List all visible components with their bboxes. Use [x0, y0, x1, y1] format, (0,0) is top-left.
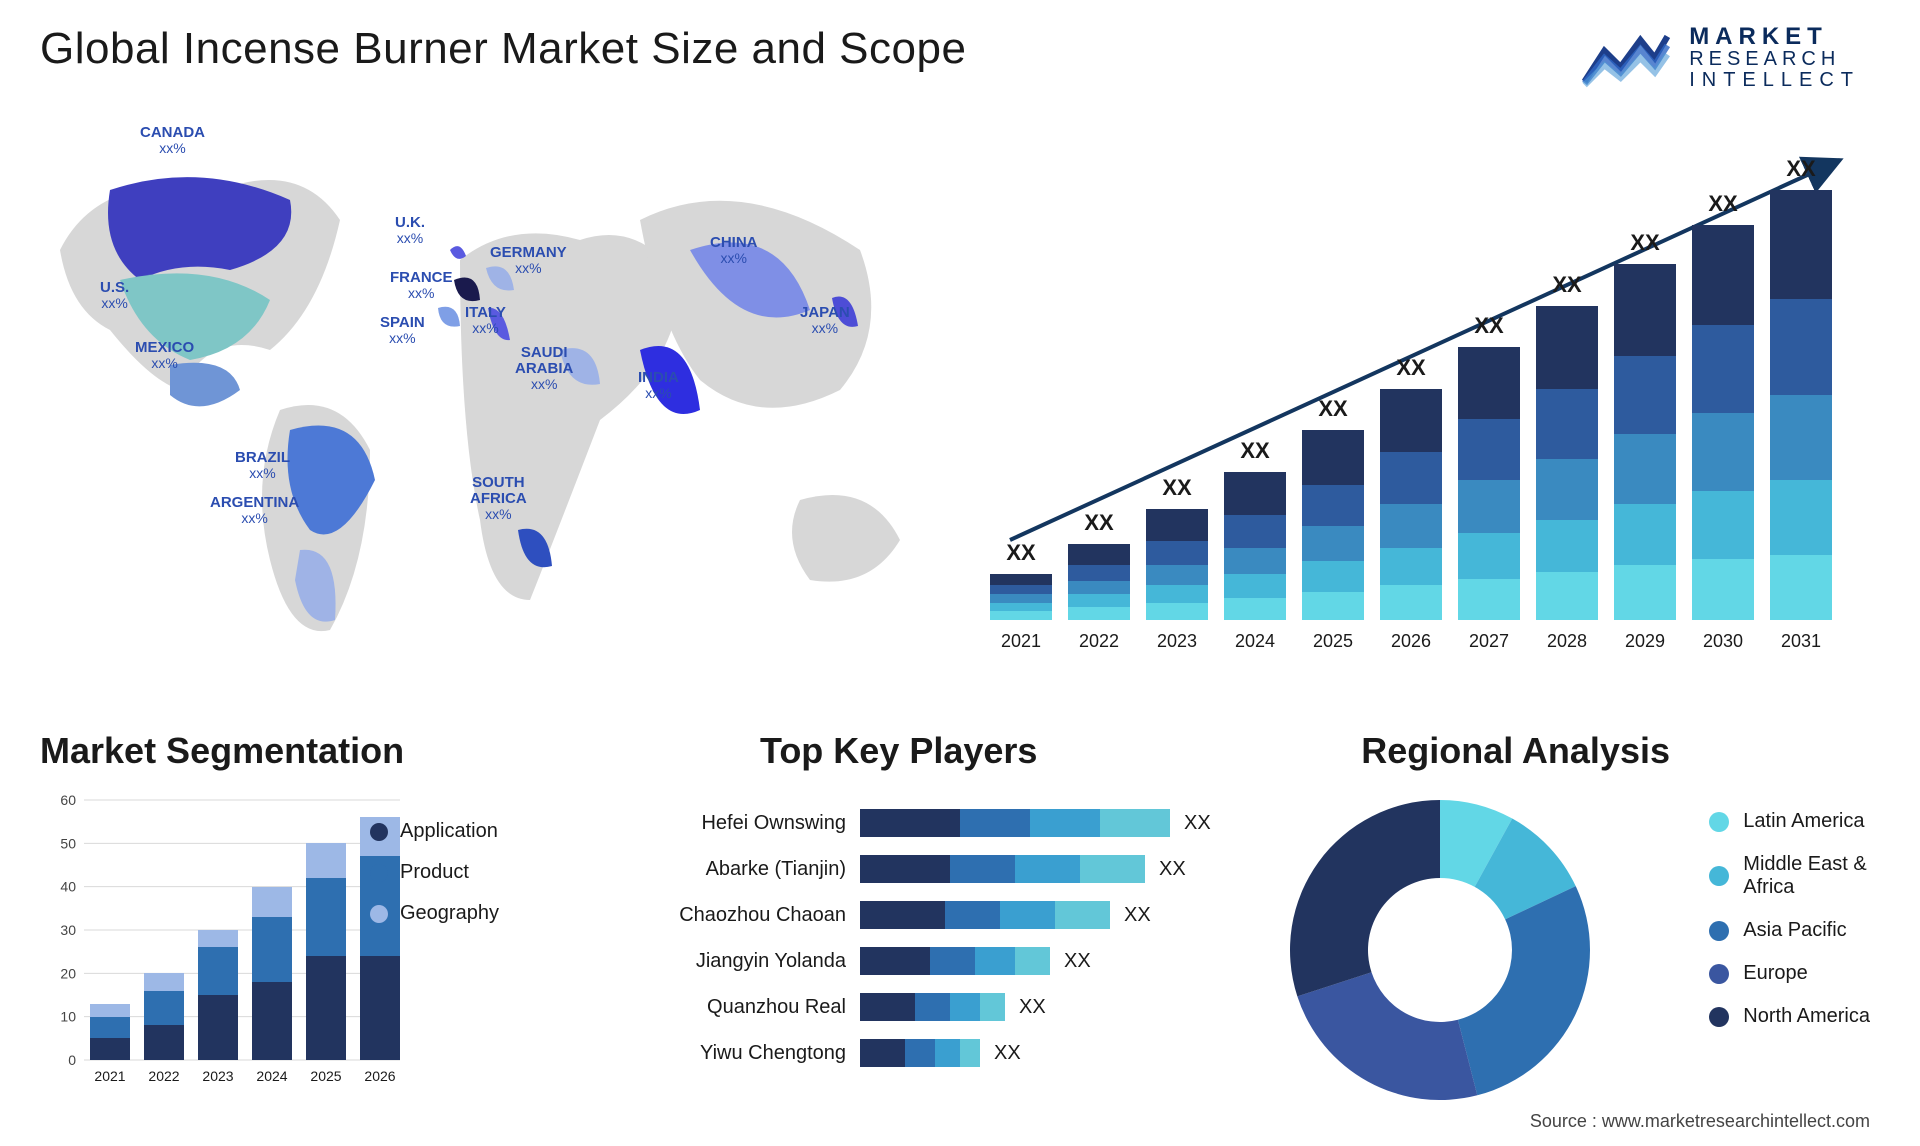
map-label: U.K.xx%: [395, 215, 425, 245]
logo-text: MARKET RESEARCH INTELLECT: [1689, 24, 1860, 91]
svg-text:30: 30: [60, 922, 76, 938]
logo-mark-icon: [1581, 28, 1671, 88]
svg-text:10: 10: [60, 1009, 76, 1025]
svg-text:60: 60: [60, 792, 76, 808]
svg-text:50: 50: [60, 835, 76, 851]
donut-slice: [1297, 972, 1477, 1100]
map-label: U.S.xx%: [100, 280, 129, 310]
growth-bar: XX2026: [1380, 389, 1442, 620]
donut-slice: [1458, 886, 1590, 1095]
player-row: Hefei OwnswingXX: [640, 800, 1280, 846]
segmentation-heading: Market Segmentation: [40, 730, 404, 772]
segmentation-bar: 2023: [198, 930, 238, 1060]
growth-bar: XX2022: [1068, 544, 1130, 620]
player-row: Quanzhou RealXX: [640, 984, 1280, 1030]
map-label: ARGENTINAxx%: [210, 495, 299, 525]
map-label: SOUTHAFRICAxx%: [470, 475, 527, 521]
source-text: Source : www.marketresearchintellect.com: [1530, 1111, 1870, 1132]
growth-bar: XX2029: [1614, 264, 1676, 620]
world-map: CANADAxx%U.S.xx%MEXICOxx%BRAZILxx%ARGENT…: [40, 130, 920, 690]
legend-item: Application: [370, 820, 499, 843]
donut-slice: [1290, 800, 1440, 996]
player-row: Chaozhou ChaoanXX: [640, 892, 1280, 938]
growth-bar: XX2027: [1458, 347, 1520, 620]
regional-donut: [1290, 800, 1590, 1100]
players-chart: Hefei OwnswingXXAbarke (Tianjin)XXChaozh…: [640, 800, 1280, 1076]
map-label: JAPANxx%: [800, 305, 850, 335]
page-title: Global Incense Burner Market Size and Sc…: [40, 24, 966, 74]
players-heading: Top Key Players: [760, 730, 1037, 772]
map-label: INDIAxx%: [638, 370, 679, 400]
legend-item: Asia Pacific: [1709, 919, 1870, 942]
svg-text:20: 20: [60, 965, 76, 981]
legend-item: Europe: [1709, 962, 1870, 985]
growth-bar: XX2025: [1302, 430, 1364, 620]
segmentation-legend: Application Product Geography: [370, 820, 499, 943]
segmentation-bar: 2021: [90, 1004, 130, 1060]
map-label: SPAINxx%: [380, 315, 425, 345]
growth-bar: XX2030: [1692, 225, 1754, 620]
growth-chart: XX2021 XX2022 XX2023 XX2024 XX2025 XX2026 XX20…: [980, 140, 1860, 660]
growth-bar: XX2024: [1224, 472, 1286, 620]
segmentation-bar: 2022: [144, 973, 184, 1060]
player-row: Yiwu ChengtongXX: [640, 1030, 1280, 1076]
map-label: GERMANYxx%: [490, 245, 567, 275]
map-label: SAUDIARABIAxx%: [515, 345, 573, 391]
brand-logo: MARKET RESEARCH INTELLECT: [1581, 24, 1860, 91]
regional-legend: Latin America Middle East &Africa Asia Pac…: [1709, 810, 1870, 1048]
growth-bar: XX2031: [1770, 190, 1832, 620]
growth-bar: XX2028: [1536, 306, 1598, 620]
map-label: CHINAxx%: [710, 235, 758, 265]
map-label: FRANCExx%: [390, 270, 453, 300]
svg-text:40: 40: [60, 879, 76, 895]
growth-bar: XX2021: [990, 574, 1052, 620]
legend-item: Latin America: [1709, 810, 1870, 833]
legend-item: Middle East &Africa: [1709, 853, 1870, 899]
segmentation-bar: 2025: [306, 843, 346, 1060]
legend-item: Geography: [370, 902, 499, 925]
segmentation-bar: 2024: [252, 887, 292, 1060]
map-label: ITALYxx%: [465, 305, 506, 335]
growth-bar: XX2023: [1146, 509, 1208, 620]
legend-item: North America: [1709, 1005, 1870, 1028]
svg-text:0: 0: [68, 1052, 76, 1068]
player-row: Abarke (Tianjin)XX: [640, 846, 1280, 892]
map-label: MEXICOxx%: [135, 340, 194, 370]
map-label: BRAZILxx%: [235, 450, 290, 480]
map-label: CANADAxx%: [140, 125, 205, 155]
legend-item: Product: [370, 861, 499, 884]
player-row: Jiangyin YolandaXX: [640, 938, 1280, 984]
regional-heading: Regional Analysis: [1361, 730, 1670, 772]
